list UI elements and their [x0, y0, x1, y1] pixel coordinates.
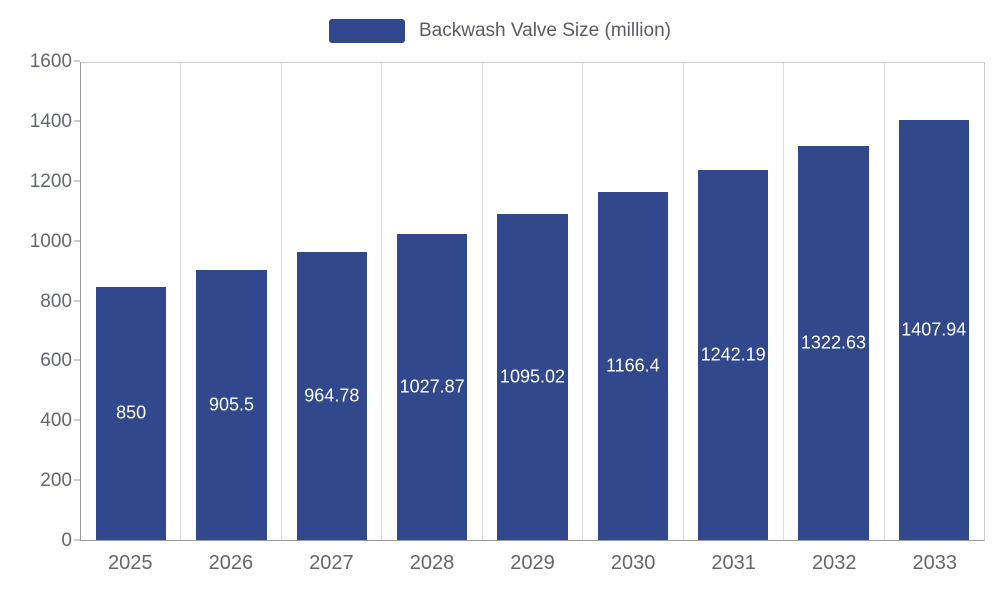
bar-slot: 1407.94 — [884, 63, 984, 540]
y-tick-mark — [74, 240, 80, 242]
bar-value-label: 905.5 — [208, 394, 255, 415]
bar: 964.78 — [296, 252, 367, 540]
bar-value-label: 964.78 — [304, 385, 360, 406]
gridline-slot — [583, 63, 684, 540]
y-tick-mark — [74, 120, 80, 122]
bar-value-label: 1322.63 — [800, 332, 866, 353]
bar-value-label: 1166.4 — [605, 355, 660, 376]
y-tick-label: 600 — [40, 350, 72, 372]
bar: 1095.02 — [497, 213, 568, 540]
x-tick-label: 2025 — [108, 552, 153, 574]
y-tick-label: 400 — [40, 410, 72, 432]
plot-area: 850 905.5 964.78 1027.87 1095.02 1166.4 1242.1… — [80, 62, 985, 541]
bar-slot: 1322.63 — [783, 63, 883, 540]
bar-slot: 905.5 — [181, 63, 281, 540]
bar-slot: 850 — [81, 63, 181, 540]
gridline-slot — [784, 63, 885, 540]
y-tick-label: 1200 — [29, 170, 72, 192]
legend-label: Backwash Valve Size (million) — [418, 20, 671, 41]
bar: 905.5 — [196, 270, 267, 540]
x-tick-label: 2027 — [309, 552, 354, 574]
y-axis: 0 200 400 600 800 1000 1200 1400 1600 — [0, 51, 80, 551]
y-tick-label: 0 — [61, 530, 72, 551]
y-tick-label: 200 — [40, 470, 72, 492]
bar-slot: 1166.4 — [583, 63, 683, 540]
bar: 1166.4 — [597, 192, 668, 540]
bar-value-label: 1242.19 — [700, 344, 766, 365]
gridline-slot — [684, 63, 785, 540]
y-tick-mark — [74, 359, 80, 361]
x-tick-label: 2028 — [409, 552, 455, 574]
y-tick-mark — [74, 479, 80, 481]
bar-value-label: 850 — [116, 402, 147, 423]
y-tick-label: 1400 — [29, 110, 72, 132]
y-tick-label: 1000 — [29, 230, 72, 252]
x-tick-label: 2026 — [208, 552, 254, 574]
bar: 1407.94 — [898, 120, 969, 540]
gridline-slot — [282, 63, 383, 540]
bar-slot: 1095.02 — [482, 63, 582, 540]
x-axis: 2025 2026 2027 2028 2029 2030 2031 2032 2033 — [80, 552, 985, 582]
bar-value-label: 1095.02 — [499, 366, 566, 387]
bar-slot: 1027.87 — [382, 63, 482, 540]
y-tick-label: 1600 — [29, 51, 72, 72]
x-tick-label: 2030 — [610, 552, 656, 574]
bar-slot: 964.78 — [282, 63, 382, 540]
bar-value-label: 1027.87 — [399, 376, 465, 397]
y-tick-mark — [74, 300, 80, 301]
gridline-slot — [81, 63, 182, 540]
y-tick-mark — [74, 539, 80, 541]
bar: 1027.87 — [397, 233, 468, 540]
bar: 1242.19 — [698, 169, 769, 540]
bar-slot: 1242.19 — [683, 63, 783, 540]
bars-row: 850 905.5 964.78 1027.87 1095.02 1166.4 1242.1… — [81, 63, 984, 540]
x-tick-label: 2033 — [912, 552, 958, 574]
bar: 850 — [96, 286, 167, 540]
y-tick-mark — [74, 419, 80, 421]
gridline-slot — [181, 63, 282, 540]
bar: 1322.63 — [798, 145, 869, 540]
y-tick-mark — [74, 180, 80, 182]
legend-swatch — [328, 19, 405, 43]
gridlines — [81, 63, 984, 540]
y-tick-mark — [74, 60, 80, 62]
y-tick-label: 800 — [40, 290, 72, 312]
x-tick-label: 2029 — [510, 552, 555, 574]
x-tick-label: 2032 — [811, 552, 857, 574]
x-tick-label: 2031 — [711, 552, 756, 574]
chart-legend: Backwash Valve Size (million) — [0, 16, 1000, 46]
gridline-slot — [382, 63, 483, 540]
gridline-slot — [483, 63, 584, 540]
bar-value-label: 1407.94 — [901, 319, 967, 340]
